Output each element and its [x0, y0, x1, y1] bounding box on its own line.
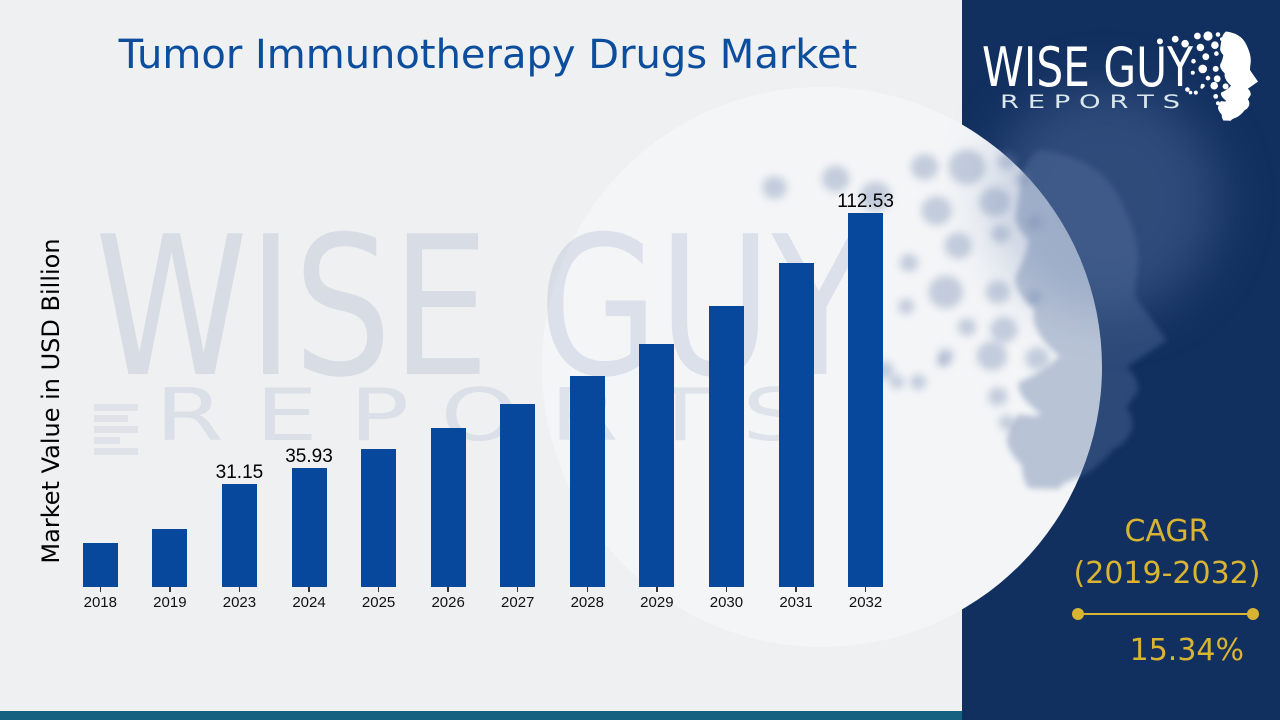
x-tick-label-2025: 2025: [361, 594, 396, 611]
bar-2031: [778, 263, 814, 587]
x-tick-label-2031: 2031: [779, 594, 813, 611]
cagr-divider-line: [1072, 608, 1259, 620]
watermark-barcode-icon: [94, 404, 138, 455]
x-tick-2026: [447, 587, 449, 592]
cagr-label: CAGR: [1124, 514, 1210, 549]
x-tick-2032: [864, 587, 867, 592]
x-tick-2030: [725, 587, 728, 592]
cagr-range: (2019-2032): [1073, 556, 1261, 591]
x-tick-2023: [238, 587, 241, 592]
bar-2028: [569, 375, 605, 587]
bar-2026: [430, 428, 466, 587]
x-tick-label-2019: 2019: [153, 594, 187, 611]
bar-2018: [82, 542, 118, 587]
cagr-block: CAGR (2019-2032): [1047, 511, 1280, 595]
x-tick-2028: [586, 587, 589, 592]
watermark-brand-subtitle: R E P O R T S: [155, 373, 805, 457]
bar-2023: [221, 483, 257, 587]
brand-logo: WISE GUY R E P O R T S: [982, 31, 1258, 121]
bar-2032: [848, 213, 884, 587]
line-dot-right: [1247, 608, 1259, 620]
background-circle: [542, 87, 1102, 647]
chart-title: Tumor Immunotherapy Drugs Market: [118, 32, 858, 78]
x-tick-2027: [516, 587, 519, 592]
x-tick-2024: [308, 587, 310, 592]
x-tick-label-2032: 2032: [848, 594, 883, 611]
bar-value-label-2023: 31.15: [215, 461, 264, 483]
x-tick-label-2026: 2026: [431, 594, 465, 611]
bar-2019: [152, 528, 188, 587]
x-tick-label-2027: 2027: [501, 594, 535, 611]
x-tick-2019: [169, 587, 171, 592]
bar-2027: [500, 403, 536, 587]
cagr-value: 15.34%: [1129, 633, 1244, 668]
bar-value-label-2032: 112.53: [837, 191, 894, 213]
x-tick-label-2024: 2024: [292, 594, 326, 611]
bar-2030: [708, 306, 744, 587]
x-tick-label-2023: 2023: [222, 594, 257, 611]
bar-2025: [361, 449, 397, 587]
bar-value-label-2024: 35.93: [285, 445, 333, 467]
x-tick-label-2030: 2030: [709, 594, 744, 611]
bar-2024: [291, 467, 327, 587]
x-tick-2025: [377, 587, 380, 592]
brand-subtitle: R E P O R T S: [1000, 91, 1180, 113]
x-tick-label-2029: 2029: [640, 594, 674, 611]
line-dot-left: [1072, 608, 1084, 620]
x-tick-label-2028: 2028: [570, 594, 604, 611]
x-tick-2018: [99, 587, 102, 592]
bottom-strip: [0, 711, 962, 720]
x-tick-2029: [656, 587, 658, 592]
x-tick-label-2018: 2018: [83, 594, 117, 611]
brand-name: WISE GUY: [982, 36, 1194, 99]
bar-2029: [639, 343, 675, 587]
x-tick-2031: [795, 587, 797, 592]
